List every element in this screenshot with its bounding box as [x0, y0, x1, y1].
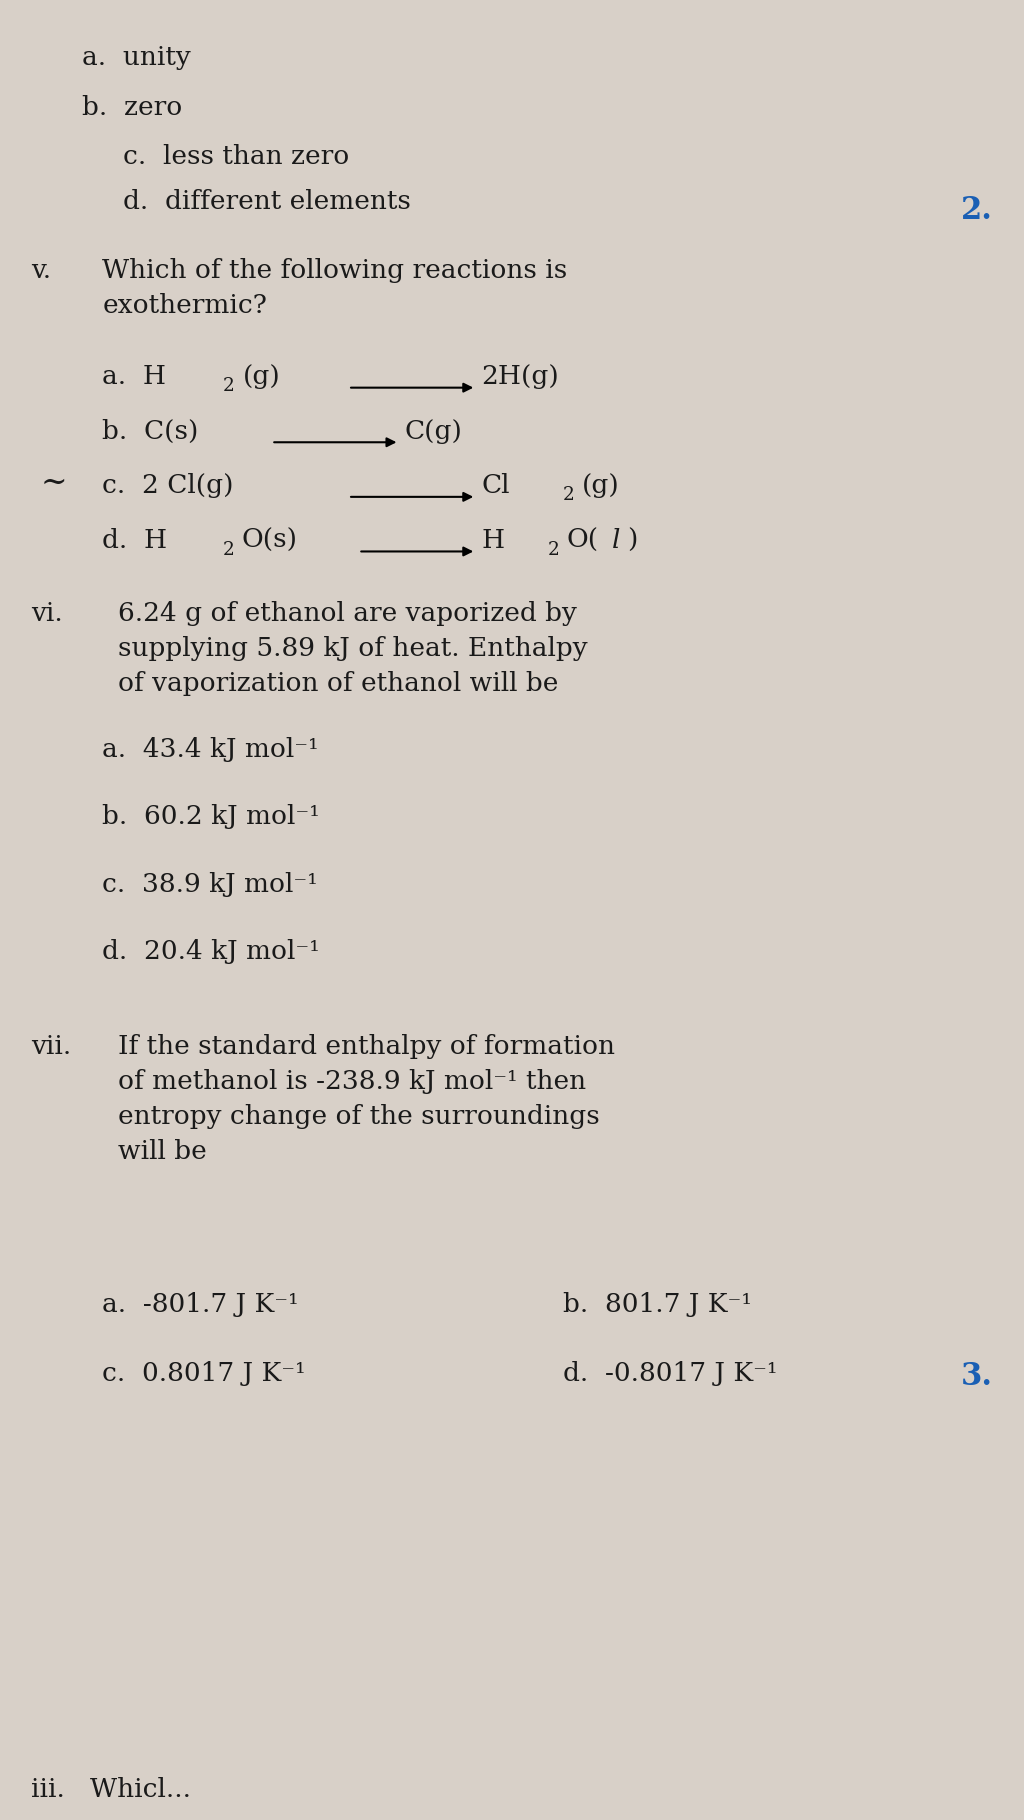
Text: d.  H: d. H: [102, 528, 168, 553]
Text: c.  0.8017 J K⁻¹: c. 0.8017 J K⁻¹: [102, 1361, 306, 1387]
Text: Cl: Cl: [481, 473, 510, 499]
Text: H: H: [481, 528, 505, 553]
Text: 3.: 3.: [962, 1361, 993, 1392]
Text: b.  801.7 J K⁻¹: b. 801.7 J K⁻¹: [563, 1292, 752, 1318]
Text: b.  zero: b. zero: [82, 95, 182, 120]
Text: 2: 2: [548, 541, 560, 559]
Text: (g): (g): [582, 473, 620, 499]
Text: O(s): O(s): [242, 528, 298, 553]
Text: (g): (g): [243, 364, 281, 389]
Text: Which of the following reactions is
exothermic?: Which of the following reactions is exot…: [102, 258, 567, 318]
Text: 2: 2: [223, 541, 236, 559]
Text: C(g): C(g): [404, 419, 463, 444]
Text: c.  38.9 kJ mol⁻¹: c. 38.9 kJ mol⁻¹: [102, 872, 318, 897]
Text: c.  2 Cl(g): c. 2 Cl(g): [102, 473, 233, 499]
Text: 6.24 g of ethanol are vaporized by
supplying 5.89 kJ of heat. Enthalpy
of vapori: 6.24 g of ethanol are vaporized by suppl…: [118, 601, 588, 695]
Text: b.  60.2 kJ mol⁻¹: b. 60.2 kJ mol⁻¹: [102, 804, 321, 830]
Text: 2: 2: [563, 486, 575, 504]
Text: v.: v.: [31, 258, 51, 284]
Text: l: l: [612, 528, 621, 553]
Text: a.  -801.7 J K⁻¹: a. -801.7 J K⁻¹: [102, 1292, 299, 1318]
Text: 2: 2: [223, 377, 236, 395]
Text: a.  H: a. H: [102, 364, 166, 389]
Text: O(: O(: [566, 528, 598, 553]
Text: ~: ~: [41, 468, 68, 499]
Text: vi.: vi.: [31, 601, 62, 626]
Text: d.  20.4 kJ mol⁻¹: d. 20.4 kJ mol⁻¹: [102, 939, 321, 965]
Text: iii.   Whicl...: iii. Whicl...: [31, 1776, 190, 1802]
Text: d.  different elements: d. different elements: [123, 189, 411, 215]
Text: ): ): [627, 528, 637, 553]
Text: If the standard enthalpy of formation
of methanol is -238.9 kJ mol⁻¹ then
entrop: If the standard enthalpy of formation of…: [118, 1034, 614, 1163]
Text: a.  43.4 kJ mol⁻¹: a. 43.4 kJ mol⁻¹: [102, 737, 319, 763]
Text: 2.: 2.: [962, 195, 993, 226]
Text: 2H(g): 2H(g): [481, 364, 559, 389]
Text: b.  C(s): b. C(s): [102, 419, 199, 444]
Text: a.  unity: a. unity: [82, 46, 190, 71]
Text: vii.: vii.: [31, 1034, 71, 1059]
Text: c.  less than zero: c. less than zero: [123, 144, 349, 169]
Text: d.  -0.8017 J K⁻¹: d. -0.8017 J K⁻¹: [563, 1361, 777, 1387]
